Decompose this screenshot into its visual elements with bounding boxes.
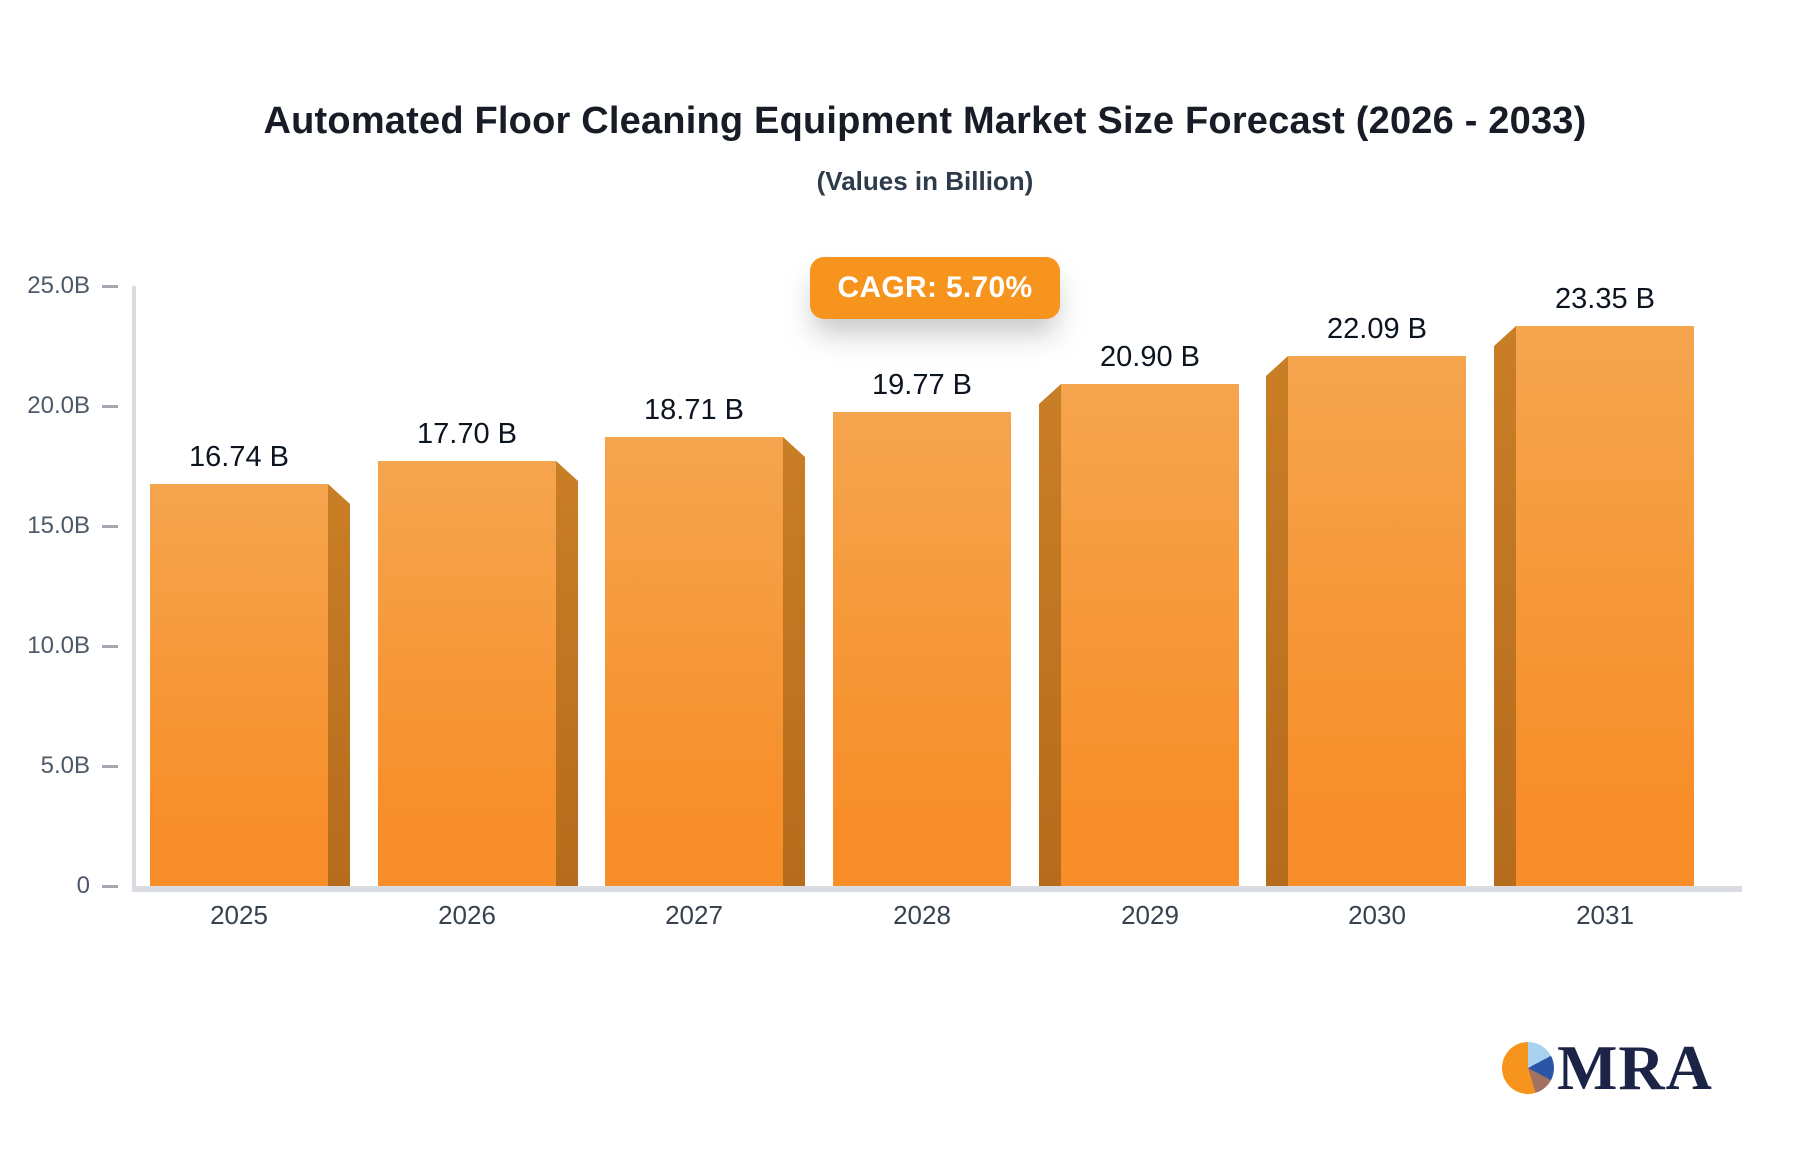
value-label-2030: 22.09 B xyxy=(1327,313,1427,345)
y-tick-label: 5.0B xyxy=(40,752,90,779)
chart-subtitle: (Values in Billion) xyxy=(816,166,1034,196)
chart-title: Automated Floor Cleaning Equipment Marke… xyxy=(263,100,1587,142)
bar-2030[interactable] xyxy=(1288,356,1466,886)
y-tick-label: 20.0B xyxy=(27,392,90,419)
x-label-2028: 2028 xyxy=(893,900,951,930)
bar-2027[interactable] xyxy=(605,437,783,886)
y-tick-label: 10.0B xyxy=(27,632,90,659)
value-label-2026: 17.70 B xyxy=(417,418,517,450)
y-tick-mark xyxy=(102,285,118,288)
logo-text: MRA xyxy=(1557,1032,1713,1103)
x-label-2029: 2029 xyxy=(1121,900,1179,930)
bar-2026[interactable] xyxy=(378,461,556,886)
bar-side-face-2030 xyxy=(1266,356,1288,886)
y-tick-mark xyxy=(102,405,118,408)
bar-2028[interactable] xyxy=(833,412,1011,886)
x-label-2026: 2026 xyxy=(438,900,496,930)
bar-side-face-2031 xyxy=(1494,326,1516,886)
pie-chart-logo-icon xyxy=(1502,1042,1554,1094)
y-tick-label: 0 xyxy=(76,872,90,899)
mra-logo[interactable]: MRA xyxy=(1502,1032,1713,1103)
value-label-2027: 18.71 B xyxy=(644,394,744,426)
bar-side-face-2029 xyxy=(1039,384,1061,886)
value-label-2028: 19.77 B xyxy=(872,369,972,401)
x-label-2025: 2025 xyxy=(210,900,268,930)
y-tick-mark xyxy=(102,525,118,528)
x-axis-line xyxy=(132,886,1742,892)
x-label-2030: 2030 xyxy=(1348,900,1406,930)
y-axis-line xyxy=(132,286,136,886)
bar-2031[interactable] xyxy=(1516,326,1694,886)
bar-side-face-2025 xyxy=(328,484,350,886)
y-tick-mark xyxy=(102,765,118,768)
value-label-2029: 20.90 B xyxy=(1100,341,1200,373)
value-label-2031: 23.35 B xyxy=(1555,283,1655,315)
y-tick-label: 25.0B xyxy=(27,272,90,299)
y-tick-label: 15.0B xyxy=(27,512,90,539)
bar-side-face-2027 xyxy=(783,437,805,886)
bar-2025[interactable] xyxy=(150,484,328,886)
y-tick-mark xyxy=(102,645,118,648)
bar-side-face-2026 xyxy=(556,461,578,886)
y-tick-mark xyxy=(102,885,118,888)
x-label-2031: 2031 xyxy=(1576,900,1634,930)
value-label-2025: 16.74 B xyxy=(189,441,289,473)
bar-2029[interactable] xyxy=(1061,384,1239,886)
cagr-badge: CAGR: 5.70% xyxy=(810,257,1060,319)
x-label-2027: 2027 xyxy=(665,900,723,930)
